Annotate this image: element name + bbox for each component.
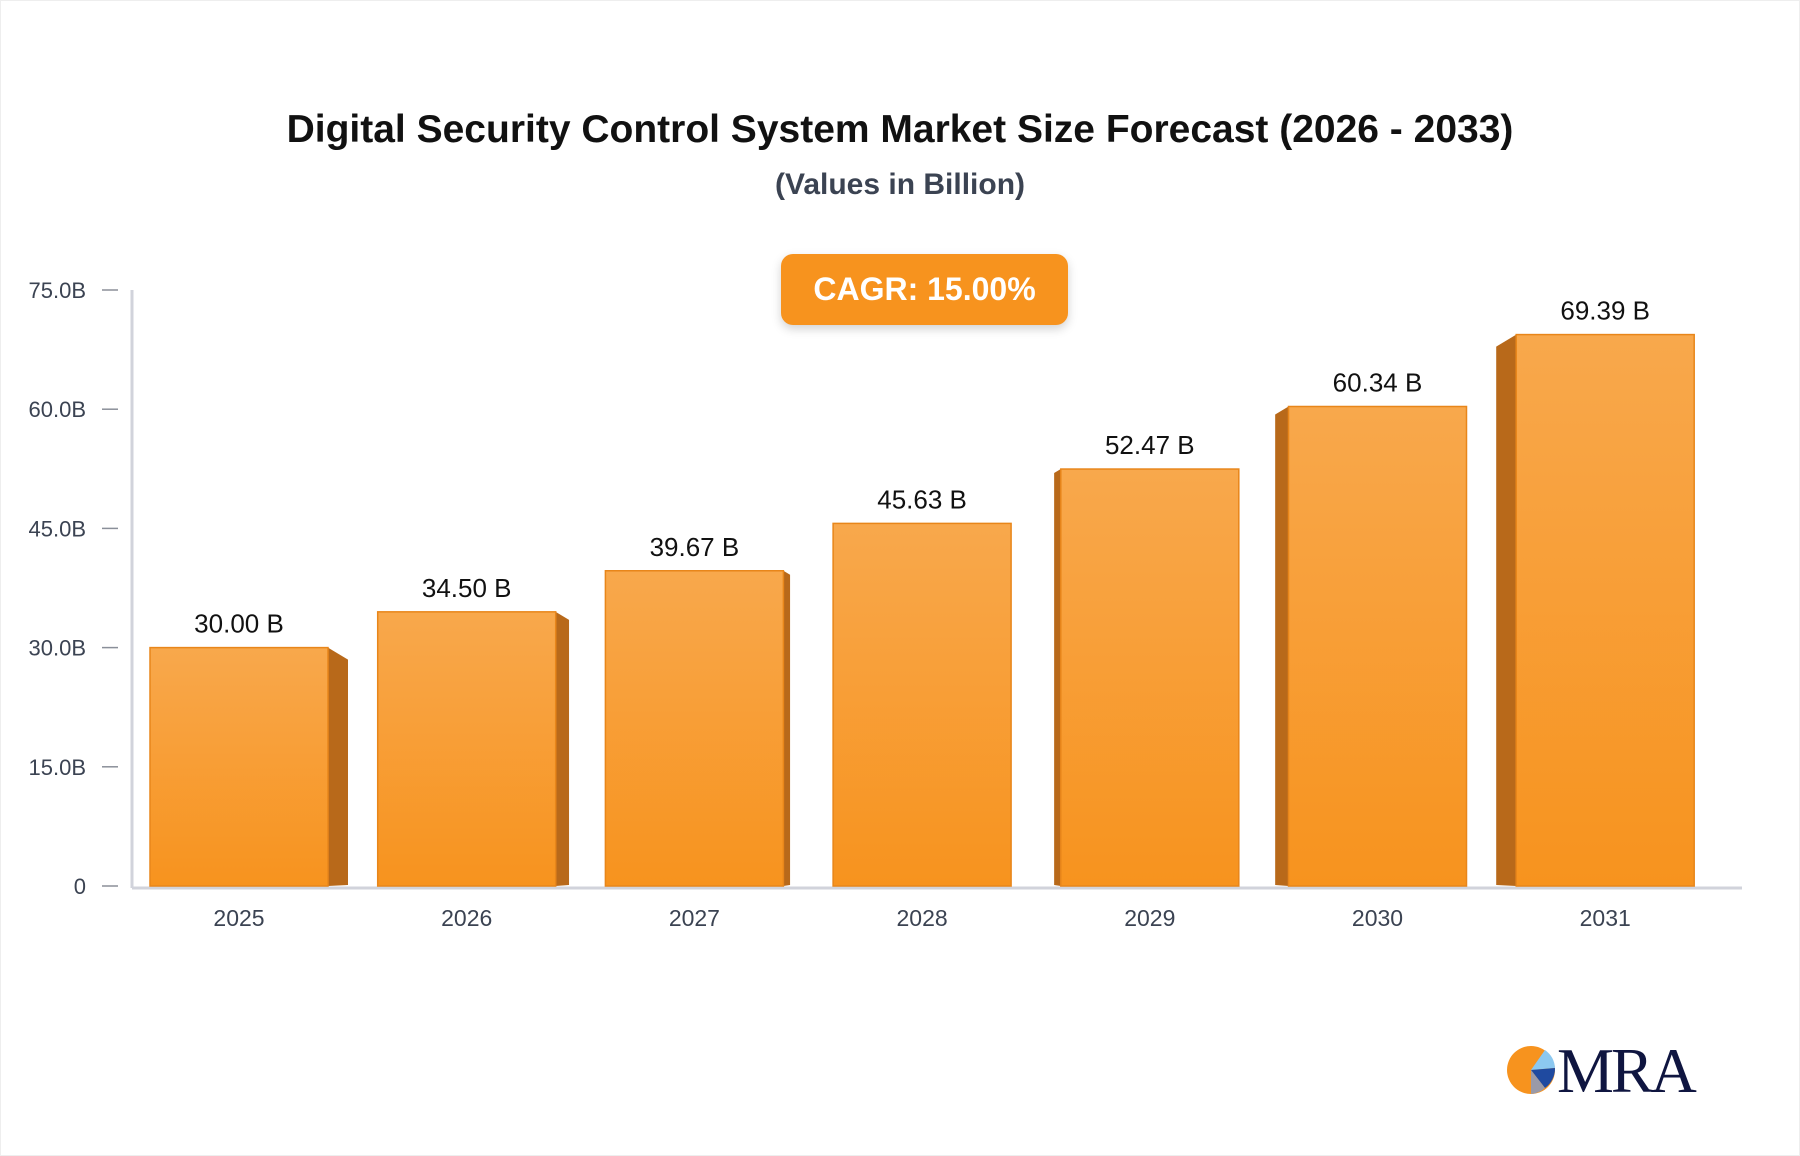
mra-logo: MRA bbox=[1505, 1035, 1697, 1106]
x-tick-label: 2031 bbox=[1580, 905, 1631, 931]
data-label: 34.50 B bbox=[422, 573, 512, 603]
y-tick-label: 0 bbox=[74, 874, 86, 899]
logo-text: MRA bbox=[1557, 1035, 1697, 1106]
bar bbox=[1287, 405, 1468, 887]
bar-side bbox=[555, 611, 570, 886]
bar-side bbox=[1275, 406, 1289, 886]
chart-title: Digital Security Control System Market S… bbox=[286, 108, 1514, 151]
pie-logo-icon bbox=[1507, 1046, 1556, 1094]
chart-subtitle: (Values in Billion) bbox=[774, 168, 1026, 201]
data-label: 69.39 B bbox=[1560, 296, 1650, 326]
bar-side bbox=[783, 570, 791, 886]
bar bbox=[1515, 333, 1695, 887]
cagr-badge: CAGR: 15.00% bbox=[781, 254, 1068, 325]
data-label: 30.00 B bbox=[194, 609, 284, 639]
x-tick-label: 2028 bbox=[897, 905, 948, 931]
data-label: 60.34 B bbox=[1333, 367, 1423, 397]
data-label: 45.63 B bbox=[877, 484, 967, 514]
y-tick-label: 45.0B bbox=[29, 516, 87, 541]
x-tick-label: 2027 bbox=[669, 905, 720, 931]
bar bbox=[604, 570, 785, 887]
y-tick-label: 30.0B bbox=[29, 636, 87, 661]
data-label: 39.67 B bbox=[650, 532, 740, 562]
bar bbox=[1060, 468, 1240, 887]
x-tick-label: 2026 bbox=[441, 905, 492, 931]
bar-side bbox=[328, 647, 348, 886]
y-tick-label: 15.0B bbox=[29, 755, 87, 780]
x-tick-label: 2030 bbox=[1352, 905, 1403, 931]
y-tick-label: 60.0B bbox=[29, 397, 87, 422]
bar-side bbox=[1054, 469, 1061, 886]
bar bbox=[149, 646, 329, 887]
y-tick-label: 75.0B bbox=[29, 278, 87, 303]
data-label: 52.47 B bbox=[1105, 430, 1195, 460]
x-tick-label: 2025 bbox=[213, 905, 264, 931]
bar bbox=[376, 611, 557, 887]
bar bbox=[832, 522, 1012, 887]
x-tick-label: 2029 bbox=[1124, 905, 1175, 931]
bar-side bbox=[1496, 334, 1517, 886]
